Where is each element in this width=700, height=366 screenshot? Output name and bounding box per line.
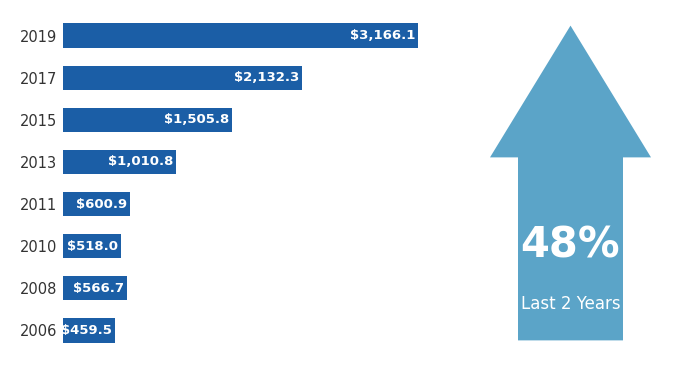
Text: $518.0: $518.0 (67, 240, 118, 253)
Text: $600.9: $600.9 (76, 198, 127, 210)
Text: $1,010.8: $1,010.8 (108, 156, 174, 168)
Bar (63, 234, 121, 258)
Text: $3,166.1: $3,166.1 (350, 29, 415, 42)
Bar (63, 66, 302, 90)
Text: $459.5: $459.5 (61, 324, 111, 337)
Text: 48%: 48% (521, 224, 620, 266)
Bar (63, 23, 419, 48)
Bar (63, 150, 176, 174)
Bar (63, 276, 127, 300)
Text: Last 2 Years: Last 2 Years (521, 295, 620, 313)
Bar (63, 318, 115, 343)
Bar (63, 192, 130, 216)
Bar (63, 108, 232, 132)
Text: $566.7: $566.7 (73, 282, 123, 295)
Text: $1,505.8: $1,505.8 (164, 113, 229, 126)
Text: $2,132.3: $2,132.3 (234, 71, 299, 84)
